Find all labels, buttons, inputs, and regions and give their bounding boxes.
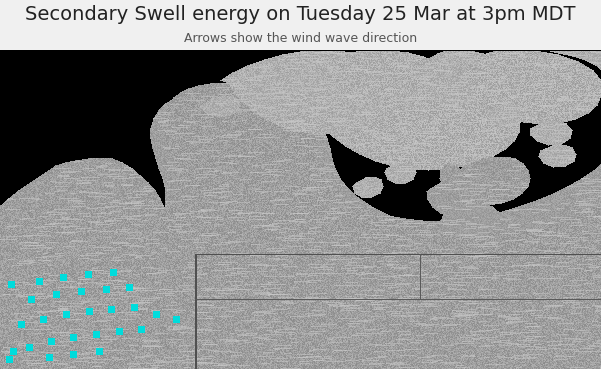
Text: Secondary Swell energy on Tuesday 25 Mar at 3pm MDT: Secondary Swell energy on Tuesday 25 Mar…: [25, 6, 576, 24]
Text: Arrows show the wind wave direction: Arrows show the wind wave direction: [184, 32, 417, 45]
